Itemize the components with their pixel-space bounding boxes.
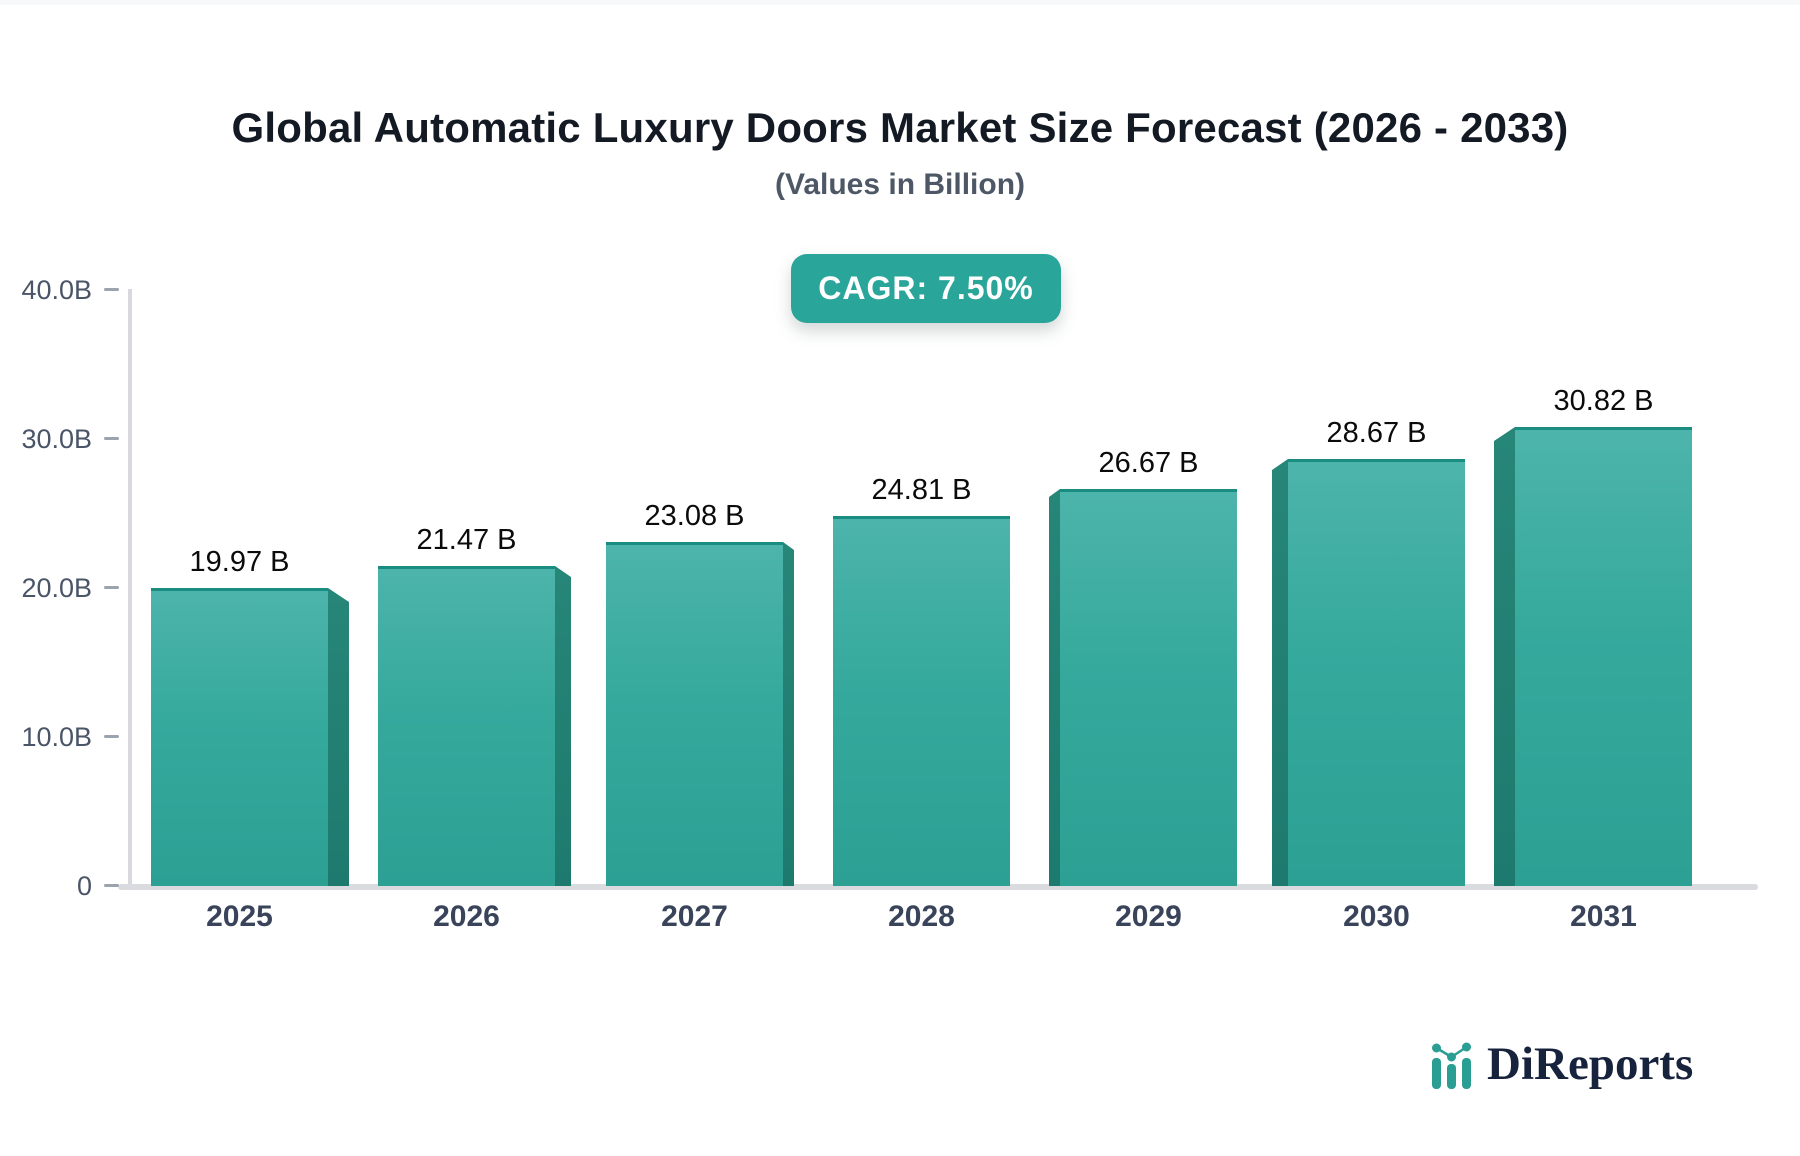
bar-2028[interactable] <box>833 516 1010 886</box>
x-tick-label-2026: 2026 <box>433 900 500 933</box>
bar-2030[interactable] <box>1288 459 1465 886</box>
bar-side-face-2030 <box>1272 459 1288 886</box>
direports-logo: DiReports <box>1432 1036 1693 1092</box>
y-tick-label: 0 <box>76 871 92 901</box>
y-tick-label: 30.0B <box>21 424 92 454</box>
y-tick-label: 40.0B <box>21 275 92 305</box>
y-tick-label: 10.0B <box>21 722 92 752</box>
bar-side-face-2026 <box>555 566 571 886</box>
bar-value-label-2031: 30.82 B <box>1553 385 1654 417</box>
x-tick-label-2025: 2025 <box>206 900 273 933</box>
y-tick-dash <box>104 735 119 738</box>
bar-value-label-2029: 26.67 B <box>1098 447 1199 479</box>
y-tick-dash <box>104 586 119 589</box>
x-axis-baseline <box>118 884 1758 890</box>
bar-side-face-2025 <box>328 588 349 886</box>
chart-title: Global Automatic Luxury Doors Market Siz… <box>231 104 1569 151</box>
y-tick-dash <box>104 884 119 887</box>
bar-value-label-2027: 23.08 B <box>644 500 745 532</box>
x-tick-label-2031: 2031 <box>1570 900 1637 933</box>
cagr-badge-label: CAGR: 7.50% <box>818 270 1034 306</box>
bar-side-face-2031 <box>1494 427 1515 886</box>
x-tick-label-2029: 2029 <box>1115 900 1182 933</box>
y-tick-dash <box>104 437 119 440</box>
direports-logo-icon <box>1432 1042 1471 1089</box>
bar-value-label-2030: 28.67 B <box>1326 417 1427 449</box>
bar-2026[interactable] <box>378 566 555 886</box>
direports-logo-text: DiReports <box>1487 1038 1694 1090</box>
bar-2029[interactable] <box>1060 489 1237 886</box>
bar-2031[interactable] <box>1515 427 1692 886</box>
y-tick-dash <box>104 288 119 291</box>
x-tick-label-2030: 2030 <box>1343 900 1410 933</box>
bar-side-face-2027 <box>783 542 794 886</box>
y-axis-line <box>128 289 132 886</box>
bar-value-label-2028: 24.81 B <box>871 474 972 506</box>
bar-value-label-2025: 19.97 B <box>189 546 290 578</box>
bar-side-face-2029 <box>1049 489 1060 886</box>
x-tick-label-2027: 2027 <box>661 900 728 933</box>
top-border <box>0 0 1800 5</box>
bar-2025[interactable] <box>151 588 328 886</box>
x-tick-label-2028: 2028 <box>888 900 955 933</box>
bar-2027[interactable] <box>606 542 783 886</box>
cagr-badge: CAGR: 7.50% <box>791 254 1061 323</box>
bar-value-label-2026: 21.47 B <box>416 524 517 556</box>
y-tick-label: 20.0B <box>21 573 92 603</box>
chart-subtitle: (Values in Billion) <box>774 168 1026 201</box>
